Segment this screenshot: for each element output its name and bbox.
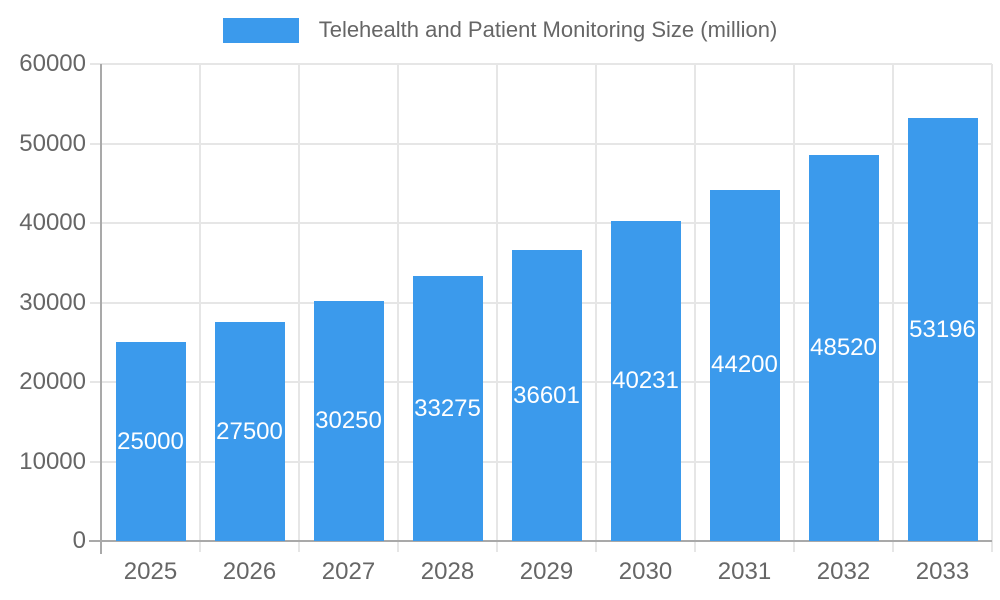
x-tick-label: 2029 <box>519 558 574 585</box>
x-gridline <box>991 64 993 552</box>
x-gridline <box>793 64 795 552</box>
y-axis-line <box>100 64 102 554</box>
x-tick-label: 2030 <box>618 558 673 585</box>
x-gridline <box>595 64 597 552</box>
x-tick-label: 2028 <box>420 558 475 585</box>
y-gridline <box>90 63 992 65</box>
bar <box>907 118 978 541</box>
y-tick-label: 40000 <box>19 209 86 236</box>
x-gridline <box>496 64 498 552</box>
y-tick-label: 10000 <box>19 447 86 475</box>
x-gridline <box>199 64 201 552</box>
bar <box>115 342 186 541</box>
x-tick-label: 2033 <box>915 558 970 585</box>
x-tick-label: 2025 <box>123 558 178 585</box>
y-tick-label: 30000 <box>19 288 86 316</box>
bar <box>709 189 780 541</box>
x-tick-label: 2031 <box>717 558 772 585</box>
y-tick-label: 50000 <box>19 129 86 157</box>
x-tick-label: 2026 <box>222 558 277 585</box>
bar <box>313 300 384 541</box>
x-gridline <box>298 64 300 552</box>
bar <box>808 155 879 541</box>
bar <box>412 276 483 541</box>
bar <box>214 322 285 541</box>
x-gridline <box>892 64 894 552</box>
y-gridline <box>90 142 992 145</box>
y-tick-label: 60000 <box>19 50 86 77</box>
legend-color-swatch <box>222 17 299 43</box>
x-tick-label: 2027 <box>321 558 376 585</box>
bar <box>610 221 681 541</box>
legend[interactable]: Telehealth and Patient Monitoring Size (… <box>0 17 1000 43</box>
x-gridline <box>397 64 399 552</box>
bar <box>511 250 582 541</box>
legend-label: Telehealth and Patient Monitoring Size (… <box>318 17 778 42</box>
x-axis-line <box>89 540 992 542</box>
y-tick-label: 0 <box>72 527 86 554</box>
y-tick-label: 20000 <box>19 368 86 395</box>
x-gridline <box>694 64 696 552</box>
y-gridline <box>90 222 992 224</box>
x-tick-label: 2032 <box>816 558 871 585</box>
